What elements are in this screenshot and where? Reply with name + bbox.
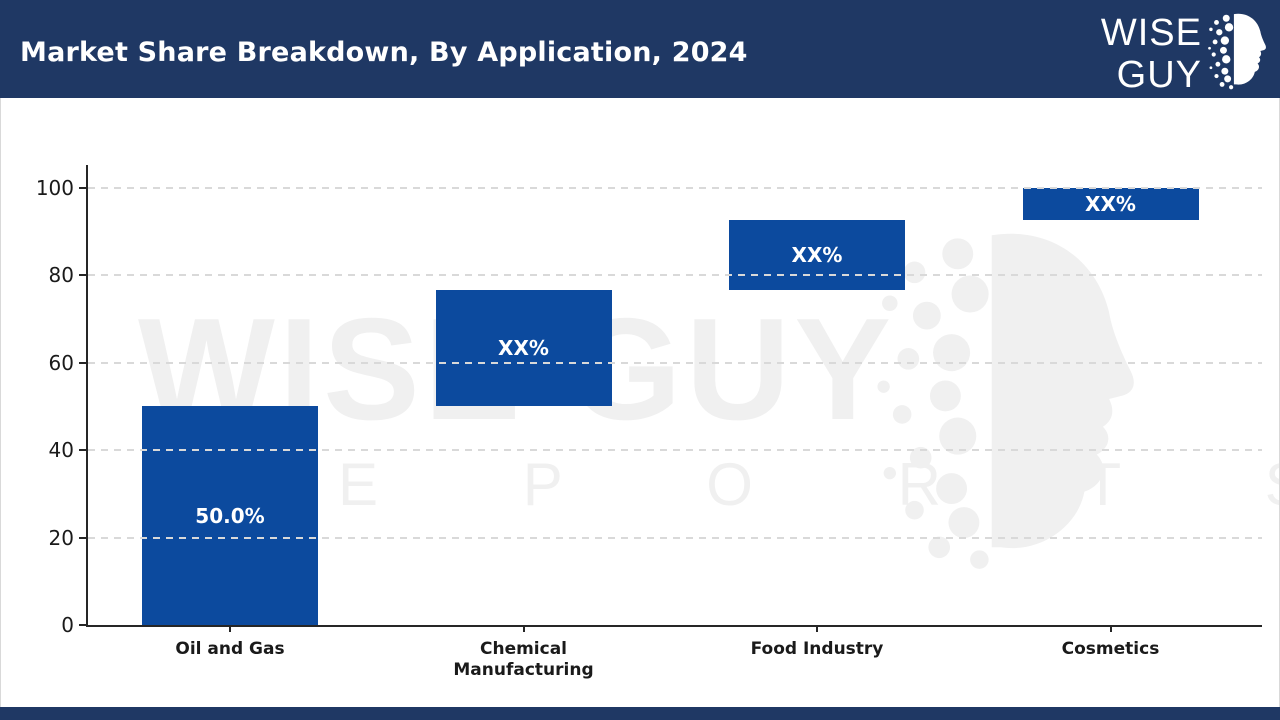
logo-reports-text: R E P O R T S <box>1036 99 1202 129</box>
logo-wordmark-block: WISE GUY R E P O R T S <box>1030 12 1202 129</box>
gridline-y40 <box>88 449 1262 451</box>
gridline-y100 <box>88 186 1262 189</box>
y-axis-label-40: 40 <box>48 438 74 462</box>
x-tick-2 <box>816 627 818 632</box>
page-title: Market Share Breakdown, By Application, … <box>20 36 748 68</box>
y-tick-60 <box>79 361 87 364</box>
x-axis-label-3: Cosmetics <box>1061 639 1160 659</box>
bar-value-label: XX% <box>498 336 549 361</box>
y-tick-100 <box>79 186 87 189</box>
brand-logo: WISE GUY R E P O R T S <box>1030 12 1268 129</box>
x-tick-0 <box>229 627 231 632</box>
y-tick-20 <box>79 536 87 539</box>
left-border <box>0 98 1 707</box>
footer-bar <box>0 707 1280 720</box>
x-tick-1 <box>522 627 525 632</box>
y-tick-40 <box>79 449 87 451</box>
bar-segment-2: XX% <box>729 220 905 290</box>
y-tick-80 <box>79 274 87 276</box>
y-axis-label-80: 80 <box>48 263 74 287</box>
logo-head-icon <box>1208 13 1266 90</box>
bar-value-label: XX% <box>791 243 843 268</box>
y-axis-line <box>86 165 88 627</box>
x-axis-line <box>86 625 1262 627</box>
y-axis-label-60: 60 <box>48 350 74 375</box>
y-tick-0 <box>79 624 87 626</box>
x-tick-3 <box>1109 627 1112 632</box>
y-axis-label-0: 0 <box>61 613 74 637</box>
bar-segment-1: XX% <box>435 289 612 407</box>
x-axis-label-2: Food Industry <box>750 639 884 659</box>
bar-value-label: 50.0% <box>195 503 265 528</box>
y-axis-label-100: 100 <box>35 175 74 200</box>
y-axis-label-20: 20 <box>48 525 74 550</box>
header-bar: Market Share Breakdown, By Application, … <box>0 0 1280 129</box>
bar-segment-0: 50.0% <box>142 406 318 625</box>
x-axis-label-0: Oil and Gas <box>175 639 285 659</box>
gridline-y80 <box>88 274 1262 276</box>
bar-segment-3: XX% <box>1022 187 1199 221</box>
gridline-y20 <box>88 536 1262 539</box>
bar-value-label: XX% <box>1085 191 1136 216</box>
x-axis-label-1: Chemical Manufacturing <box>453 639 594 680</box>
logo-wordmark: WISE GUY <box>1100 12 1202 96</box>
gridline-y60 <box>88 361 1262 364</box>
